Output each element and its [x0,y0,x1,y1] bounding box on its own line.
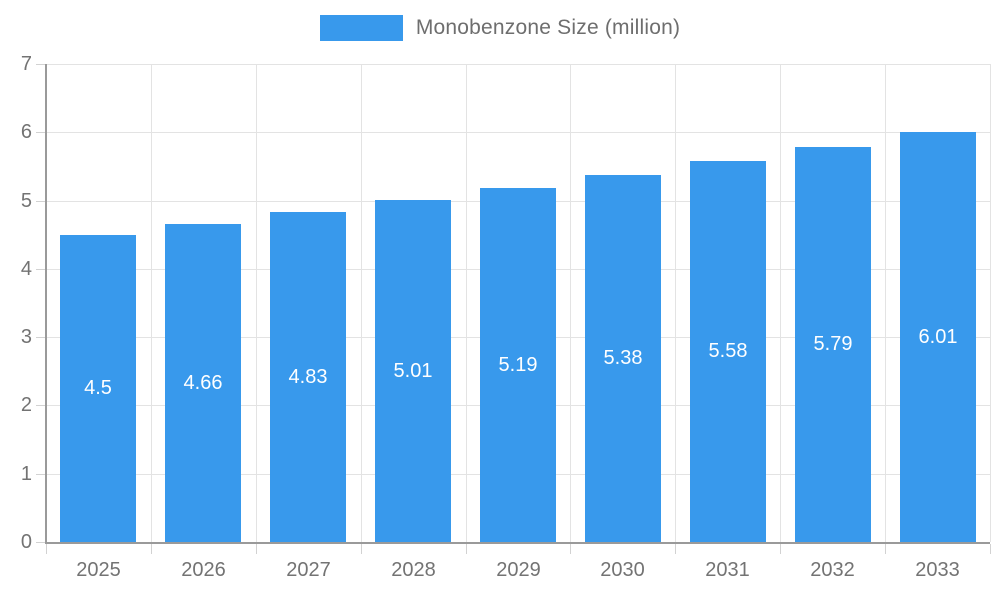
bar-2028[interactable]: 5.01 [375,200,451,542]
bar-value-label: 5.01 [393,359,433,382]
y-axis-tick [36,405,46,406]
bar-2029[interactable]: 5.19 [480,188,556,542]
y-axis-tick-label: 6 [20,121,32,143]
bar-value-label: 5.58 [708,340,748,362]
y-axis-tick [36,474,46,475]
x-axis-tick-label: 2027 [286,559,331,581]
bar-2027[interactable]: 4.83 [270,212,346,542]
gridline-horizontal [46,64,990,65]
legend-swatch-icon [319,15,403,41]
y-axis-tick-label: 4 [20,258,32,280]
y-axis-tick [36,64,46,65]
gridline-vertical [256,64,257,542]
gridline-vertical [780,64,781,542]
x-axis-tick-label: 2029 [496,559,541,581]
y-axis-tick-label: 3 [20,326,32,348]
bar-2032[interactable]: 5.79 [795,147,871,542]
x-axis-line [45,542,990,544]
y-axis-tick [36,201,46,202]
x-axis-tick [46,544,47,554]
y-axis-tick-label: 7 [20,53,32,75]
y-axis-tick [36,542,46,543]
x-axis-tick-label: 2026 [181,559,226,581]
y-axis-tick-label: 0 [20,531,32,553]
x-axis-tick [361,544,362,554]
gridline-vertical [990,64,991,542]
gridline-vertical [570,64,571,542]
x-axis-tick-label: 2028 [391,559,436,581]
gridline-vertical [885,64,886,542]
x-axis-tick-label: 2025 [76,559,121,581]
x-axis-tick-label: 2032 [810,559,855,581]
x-axis-tick [780,544,781,554]
bar-value-label: 5.38 [603,347,643,369]
y-axis-tick [36,337,46,338]
bar-value-label: 4.66 [183,371,223,394]
x-axis-tick [151,544,152,554]
bar-value-label: 4.5 [84,377,112,399]
y-axis-tick-label: 2 [20,394,32,416]
y-axis-tick-label: 5 [20,190,32,212]
y-axis-tick [36,132,46,133]
x-axis-tick-label: 2031 [705,559,750,581]
bar-value-label: 4.83 [288,365,328,388]
bar-value-label: 6.01 [918,325,958,348]
bar-2030[interactable]: 5.38 [585,175,661,542]
x-axis-tick-label: 2033 [915,559,960,581]
x-axis-tick [256,544,257,554]
gridline-vertical [675,64,676,542]
gridline-vertical [361,64,362,542]
x-axis-tick [990,544,991,554]
y-axis-tick [36,269,46,270]
legend[interactable]: Monobenzone Size (million) [0,15,1000,41]
x-axis-tick [675,544,676,554]
bar-2026[interactable]: 4.66 [165,224,241,542]
gridline-vertical [466,64,467,542]
bar-2025[interactable]: 4.5 [60,235,136,542]
x-axis-tick-label: 2030 [600,559,645,581]
bar-value-label: 5.79 [813,333,853,355]
x-axis-tick [885,544,886,554]
y-axis-line [45,64,47,544]
legend-label: Monobenzone Size (million) [415,16,681,39]
gridline-vertical [151,64,152,542]
x-axis-tick [570,544,571,554]
bar-value-label: 5.19 [498,353,538,376]
bar-2033[interactable]: 6.01 [900,132,976,542]
bar-2031[interactable]: 5.58 [690,161,766,542]
gridline-horizontal [46,132,990,133]
y-axis-tick-label: 1 [20,463,32,485]
x-axis-tick [466,544,467,554]
